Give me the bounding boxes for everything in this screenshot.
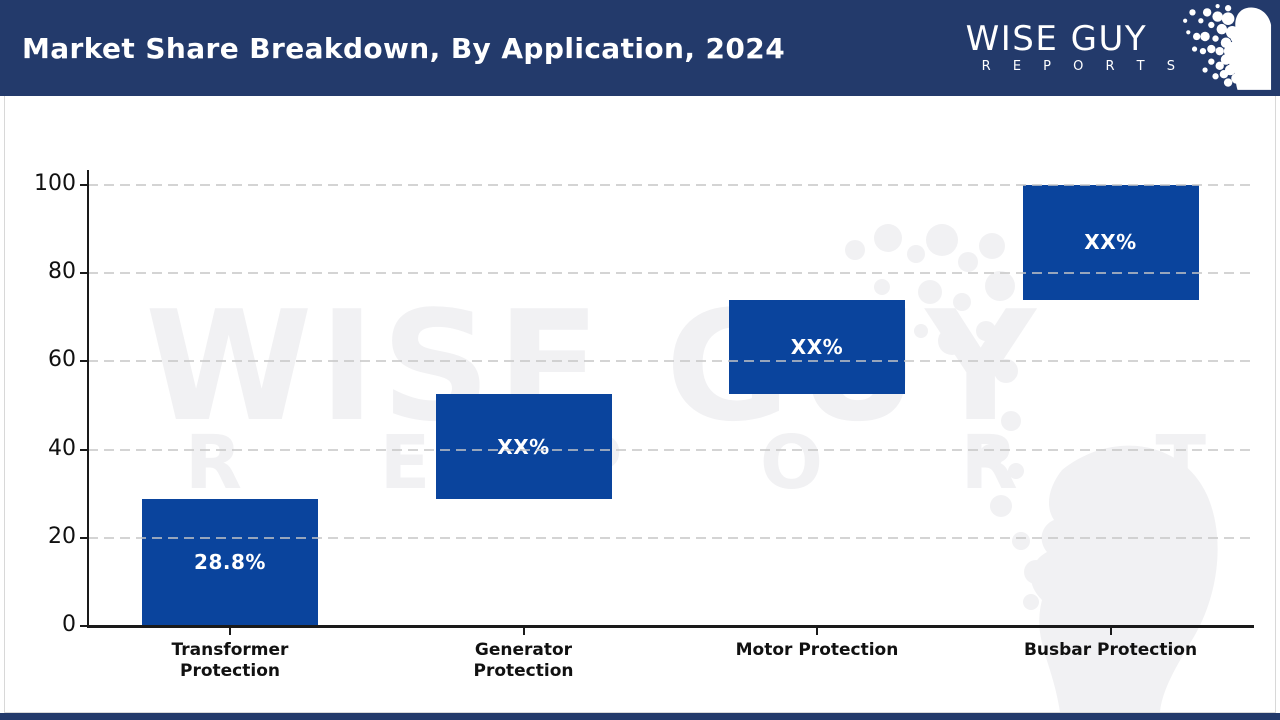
x-category-label: Generator Protection [473,640,574,682]
brand-subname: R E P O R T S [981,58,1184,74]
brand-logo: WISE GUY R E P O R T S [966,4,1280,92]
y-tick-mark [80,360,88,363]
brand-logo-text: WISE GUY R E P O R T S [965,19,1184,74]
bar-value-label: 28.8% [194,550,266,575]
x-category-label: Transformer Protection [171,640,289,682]
waterfall-bar: XX% [435,394,612,499]
y-axis [87,170,89,626]
x-category-label: Motor Protection [735,640,899,660]
y-tick-mark [80,448,88,451]
page-title: Market Share Breakdown, By Application, … [22,31,786,65]
x-axis [87,625,1254,628]
y-tick-mark [80,536,88,539]
bar-value-label: XX% [1084,230,1137,255]
x-category-label: Busbar Protection [1023,640,1198,660]
y-gridline [88,184,1254,186]
header-band: Market Share Breakdown, By Application, … [0,0,1280,96]
x-tick-mark [816,628,818,635]
x-tick-mark [1109,628,1112,635]
y-tick-label: 20 [48,523,76,549]
y-tick-label: 100 [34,171,76,196]
y-tick-mark [80,272,88,275]
y-tick-mark [80,184,88,186]
y-tick-label: 80 [48,259,76,285]
logo-head-dots-icon [1183,4,1272,90]
footer-band [0,713,1280,720]
waterfall-bar: XX% [1022,185,1199,300]
y-tick-label: 0 [62,612,76,637]
brand-name: WISE GUY [965,19,1148,60]
bar-value-label: XX% [790,335,844,360]
waterfall-bar: 28.8% [142,498,318,626]
y-gridline [88,360,1254,363]
y-gridline [88,272,1254,275]
y-tick-mark [80,625,88,627]
bar-value-label: XX% [497,434,550,459]
y-tick-label: 60 [48,347,76,373]
y-tick-label: 40 [48,435,76,461]
waterfall-bar: XX% [729,299,905,395]
x-tick-mark [229,628,231,635]
x-tick-mark [522,628,525,635]
y-gridline [88,536,1254,539]
y-gridline [88,448,1254,451]
